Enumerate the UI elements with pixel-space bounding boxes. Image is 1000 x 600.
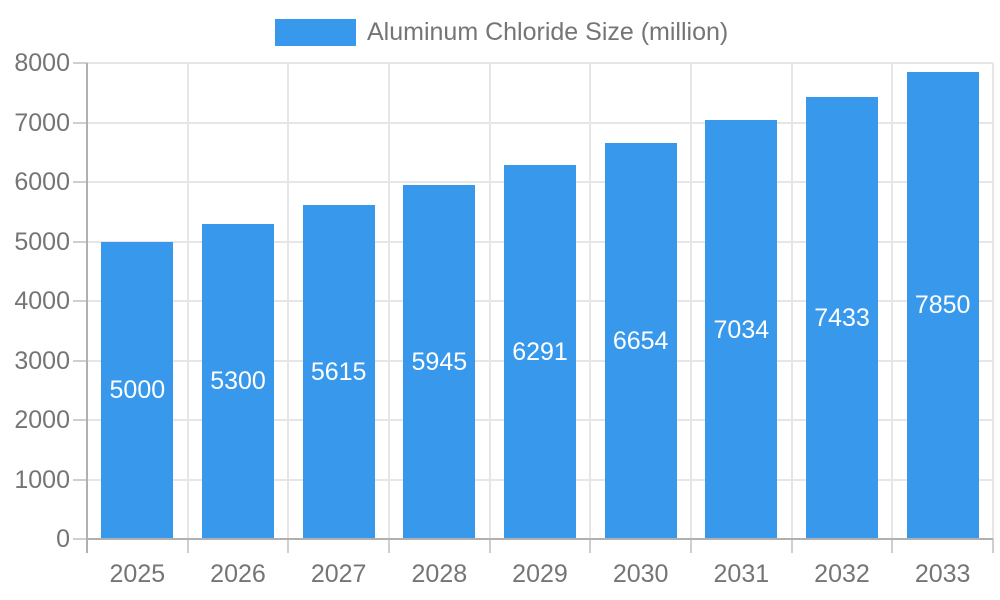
v-gridline [891, 63, 894, 539]
y-axis-tick [73, 538, 87, 540]
bar[interactable] [302, 204, 375, 539]
bar[interactable] [504, 164, 576, 539]
h-gridline [87, 121, 993, 124]
bar[interactable] [101, 241, 174, 539]
bar[interactable] [403, 185, 476, 539]
y-axis-tick [73, 240, 87, 243]
v-gridline [488, 63, 491, 539]
y-tick-label: 5000 [14, 227, 70, 256]
h-gridline [87, 62, 993, 64]
bar-value-label: 7034 [713, 315, 770, 344]
x-axis-tick [790, 539, 793, 553]
y-tick-label: 6000 [14, 168, 70, 196]
y-axis-tick [73, 300, 87, 302]
x-tick-label: 2030 [612, 560, 669, 588]
bar-value-label: 5615 [310, 357, 367, 386]
x-axis-tick [690, 539, 692, 553]
x-axis-tick [891, 539, 894, 553]
bar[interactable] [202, 223, 274, 539]
bar-value-label: 6654 [612, 327, 669, 356]
bar[interactable] [705, 120, 778, 539]
x-tick-label: 2033 [914, 560, 971, 588]
y-tick-label: 8000 [14, 49, 70, 77]
legend-swatch [275, 19, 356, 46]
y-tick-label: 2000 [14, 406, 70, 434]
bar-value-label: 6291 [512, 337, 568, 366]
x-axis-tick [488, 539, 491, 553]
v-gridline [589, 63, 592, 539]
x-axis-tick [287, 539, 290, 553]
x-tick-label: 2027 [310, 560, 367, 588]
bar-value-label: 5000 [109, 376, 166, 405]
legend-item[interactable]: Aluminum Chloride Size (million) [275, 18, 728, 47]
x-tick-label: 2025 [109, 560, 166, 588]
x-tick-label: 2031 [713, 560, 770, 588]
bar[interactable] [906, 71, 979, 539]
bar-value-label: 7850 [914, 291, 971, 320]
y-axis-tick [73, 121, 87, 124]
bar[interactable] [604, 143, 677, 539]
y-axis-tick [73, 359, 87, 362]
v-gridline [690, 63, 692, 539]
y-axis-line [86, 63, 88, 553]
y-axis-tick [73, 419, 87, 421]
v-gridline [186, 63, 189, 539]
x-axis-tick [589, 539, 592, 553]
v-gridline [790, 63, 793, 539]
x-tick-label: 2026 [210, 560, 266, 588]
y-tick-label: 3000 [14, 346, 70, 375]
x-axis-line [87, 538, 993, 540]
y-axis-tick [73, 62, 87, 64]
y-axis-tick [73, 478, 87, 481]
x-axis-tick [992, 539, 994, 553]
y-axis-tick [73, 181, 87, 183]
bar[interactable] [806, 96, 878, 539]
x-tick-label: 2028 [411, 560, 468, 588]
x-axis-tick [388, 539, 390, 553]
y-tick-label: 7000 [14, 108, 70, 137]
bar-value-label: 5300 [210, 367, 266, 396]
y-tick-label: 4000 [14, 287, 70, 315]
y-tick-label: 0 [56, 525, 70, 553]
legend-label: Aluminum Chloride Size (million) [367, 18, 729, 46]
x-axis-tick [186, 539, 189, 553]
x-tick-label: 2029 [512, 560, 568, 588]
bar-value-label: 5945 [411, 348, 468, 377]
v-gridline [287, 63, 290, 539]
bar-value-label: 7433 [814, 303, 870, 332]
v-gridline [388, 63, 390, 539]
v-gridline [992, 63, 994, 539]
x-tick-label: 2032 [814, 560, 870, 588]
y-tick-label: 1000 [14, 465, 70, 494]
